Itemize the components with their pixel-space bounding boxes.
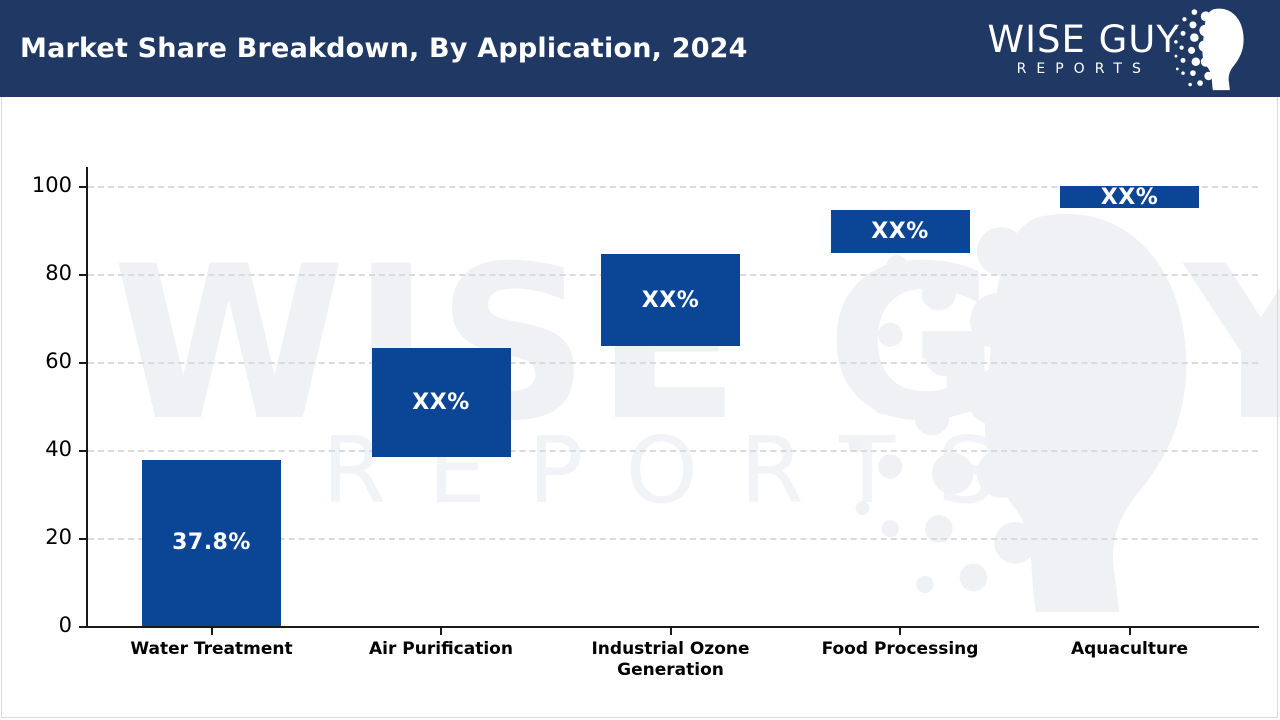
bar-industrial-ozone-generation: XX% [601,254,740,347]
bar-value-label-aquaculture: XX% [1100,184,1159,210]
brand-subtitle: REPORTS [1016,60,1151,77]
gridline-40 [88,450,1258,452]
y-tick-0 [79,626,87,628]
y-tick-label-20: 20 [45,525,72,549]
x-tick-aquaculture [1128,628,1131,635]
category-label-air-purification: Air Purification [369,639,513,659]
bar-food-processing: XX% [830,209,970,253]
gridline-100 [88,186,1258,188]
gridline-60 [88,362,1258,364]
page-title: Market Share Breakdown, By Application, … [20,33,748,64]
y-tick-label-40: 40 [45,437,72,461]
y-tick-80 [79,274,87,276]
header-bar: Market Share Breakdown, By Application, … [0,0,1280,97]
category-label-industrial-ozone-generation: Industrial Ozone Generation [591,639,750,681]
y-tick-100 [79,186,87,188]
y-tick-label-60: 60 [45,349,72,373]
y-tick-label-100: 100 [31,173,72,197]
bar-value-label-water-treatment: 37.8% [172,530,251,556]
x-tick-air-purification [440,628,442,635]
y-tick-label-80: 80 [45,261,72,285]
brand-name: WISE GUY [987,17,1180,61]
category-label-food-processing: Food Processing [821,639,979,659]
x-axis-line [86,626,1259,628]
gridline-20 [88,538,1258,540]
bar-water-treatment: 37.8% [142,459,281,626]
y-axis-line [86,167,88,628]
bar-value-label-air-purification: XX% [412,390,470,416]
x-tick-industrial-ozone-generation [669,628,672,635]
x-tick-water-treatment [210,628,213,635]
brand-logo: WISE GUY REPORTS [988,5,1254,93]
y-tick-60 [79,362,87,364]
bar-aquaculture: XX% [1060,184,1199,210]
bar-value-label-industrial-ozone-generation: XX% [641,287,700,313]
brand-logo-text: WISE GUY REPORTS [988,21,1180,77]
category-label-water-treatment: Water Treatment [130,639,293,659]
category-label-aquaculture: Aquaculture [1070,639,1189,659]
bar-air-purification: XX% [371,348,511,458]
x-tick-food-processing [899,628,901,635]
y-tick-label-0: 0 [58,613,72,637]
bar-value-label-food-processing: XX% [871,218,929,244]
y-tick-20 [79,538,87,540]
y-tick-40 [79,450,87,452]
